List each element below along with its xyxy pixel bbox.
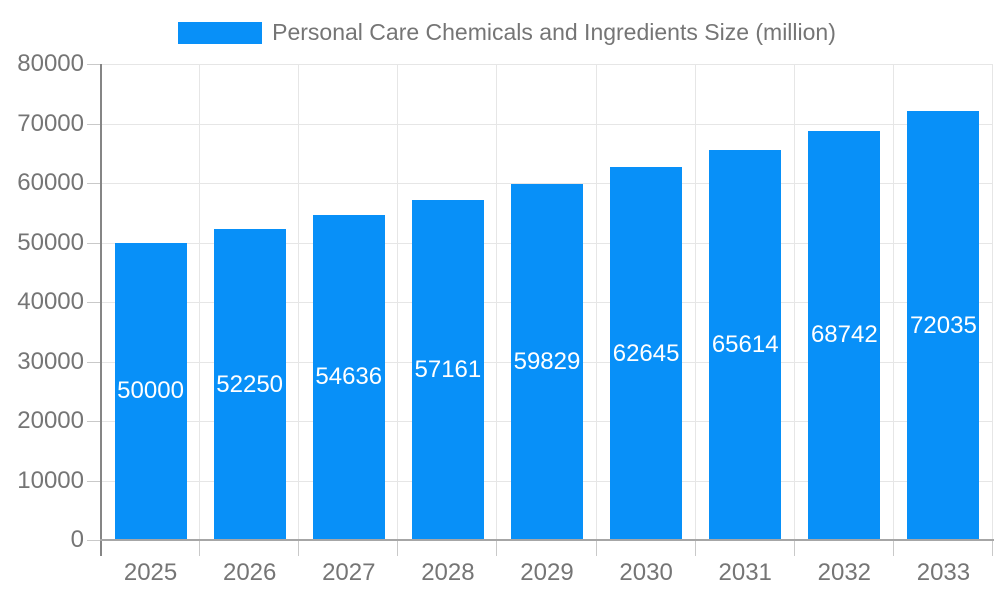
- horizontal-gridline: [101, 123, 993, 125]
- x-axis-tick: [199, 540, 201, 556]
- bar-2029[interactable]: [511, 184, 583, 540]
- vertical-gridline: [496, 64, 498, 540]
- y-axis-tick: [87, 540, 101, 541]
- y-axis-tick: [87, 421, 101, 422]
- y-axis-label: 40000: [17, 288, 84, 315]
- horizontal-gridline: [101, 64, 993, 65]
- x-axis-label: 2029: [520, 559, 574, 586]
- bar-2031[interactable]: [709, 149, 782, 540]
- x-axis-tick: [992, 540, 993, 556]
- y-axis-line: [100, 64, 102, 556]
- y-axis-label: 60000: [17, 169, 84, 196]
- horizontal-gridline: [101, 183, 993, 184]
- x-axis-tick: [496, 540, 498, 556]
- bar-value-label: 65614: [711, 330, 779, 358]
- bar-2032[interactable]: [808, 130, 881, 540]
- x-axis-label: 2032: [817, 559, 872, 586]
- x-axis-tick: [892, 540, 894, 556]
- chart-legend: Personal Care Chemicals and Ingredients …: [0, 19, 1000, 46]
- y-axis-label: 10000: [17, 466, 84, 494]
- vertical-gridline: [892, 64, 894, 540]
- y-axis-label: 50000: [17, 228, 84, 256]
- bar-value-label: 59829: [513, 348, 581, 375]
- x-axis-tick: [694, 540, 696, 556]
- vertical-gridline: [694, 64, 696, 540]
- vertical-gridline: [992, 64, 993, 540]
- vertical-gridline: [298, 64, 300, 540]
- bar-value-label: 54636: [315, 363, 383, 391]
- x-axis-label: 2028: [421, 559, 475, 586]
- x-axis-tick: [793, 540, 795, 556]
- y-axis-tick: [87, 480, 101, 482]
- y-axis-tick: [87, 123, 101, 125]
- bar-value-label: 62645: [612, 339, 680, 367]
- y-axis-label: 80000: [17, 50, 84, 77]
- plot-area: 50000 52250 54636 57161 59829 62645 65614 68742…: [101, 64, 993, 540]
- bar-2030[interactable]: [610, 167, 683, 540]
- bar-2027[interactable]: [312, 214, 385, 540]
- vertical-gridline: [199, 64, 201, 540]
- vertical-gridline: [793, 64, 795, 540]
- y-axis-tick: [87, 302, 101, 303]
- bar-2025[interactable]: [114, 242, 187, 540]
- x-axis-label: 2033: [916, 559, 971, 586]
- x-axis-tick: [595, 540, 597, 556]
- bar-value-label: 50000: [117, 377, 184, 405]
- y-axis-tick: [87, 361, 101, 363]
- legend-swatch: [178, 21, 263, 44]
- x-axis-label: 2030: [619, 559, 673, 586]
- bar-value-label: 68742: [810, 321, 878, 349]
- vertical-gridline: [397, 64, 399, 540]
- x-axis-label: 2025: [123, 559, 178, 586]
- y-axis-label: 0: [70, 526, 84, 553]
- x-axis-label: 2027: [322, 559, 376, 586]
- bar-value-label: 52250: [216, 370, 284, 398]
- bar-2033[interactable]: [907, 111, 980, 540]
- y-axis-label: 70000: [17, 109, 84, 137]
- x-axis-tick: [397, 540, 399, 556]
- y-axis-tick: [87, 242, 101, 244]
- vertical-gridline: [595, 64, 597, 540]
- y-axis-tick: [87, 183, 101, 184]
- x-axis-line: [100, 539, 994, 541]
- x-axis-label: 2026: [222, 559, 277, 586]
- bar-value-label: 57161: [414, 355, 482, 383]
- x-axis-label: 2031: [718, 559, 772, 586]
- y-axis-label: 30000: [17, 347, 84, 375]
- legend-label: Personal Care Chemicals and Ingredients …: [272, 19, 836, 45]
- bar-value-label: 72035: [910, 311, 977, 339]
- x-axis-tick: [298, 540, 300, 556]
- bar-2028[interactable]: [411, 199, 484, 540]
- y-axis-tick: [87, 64, 101, 65]
- bar-2026[interactable]: [213, 229, 286, 540]
- y-axis-label: 20000: [17, 407, 84, 434]
